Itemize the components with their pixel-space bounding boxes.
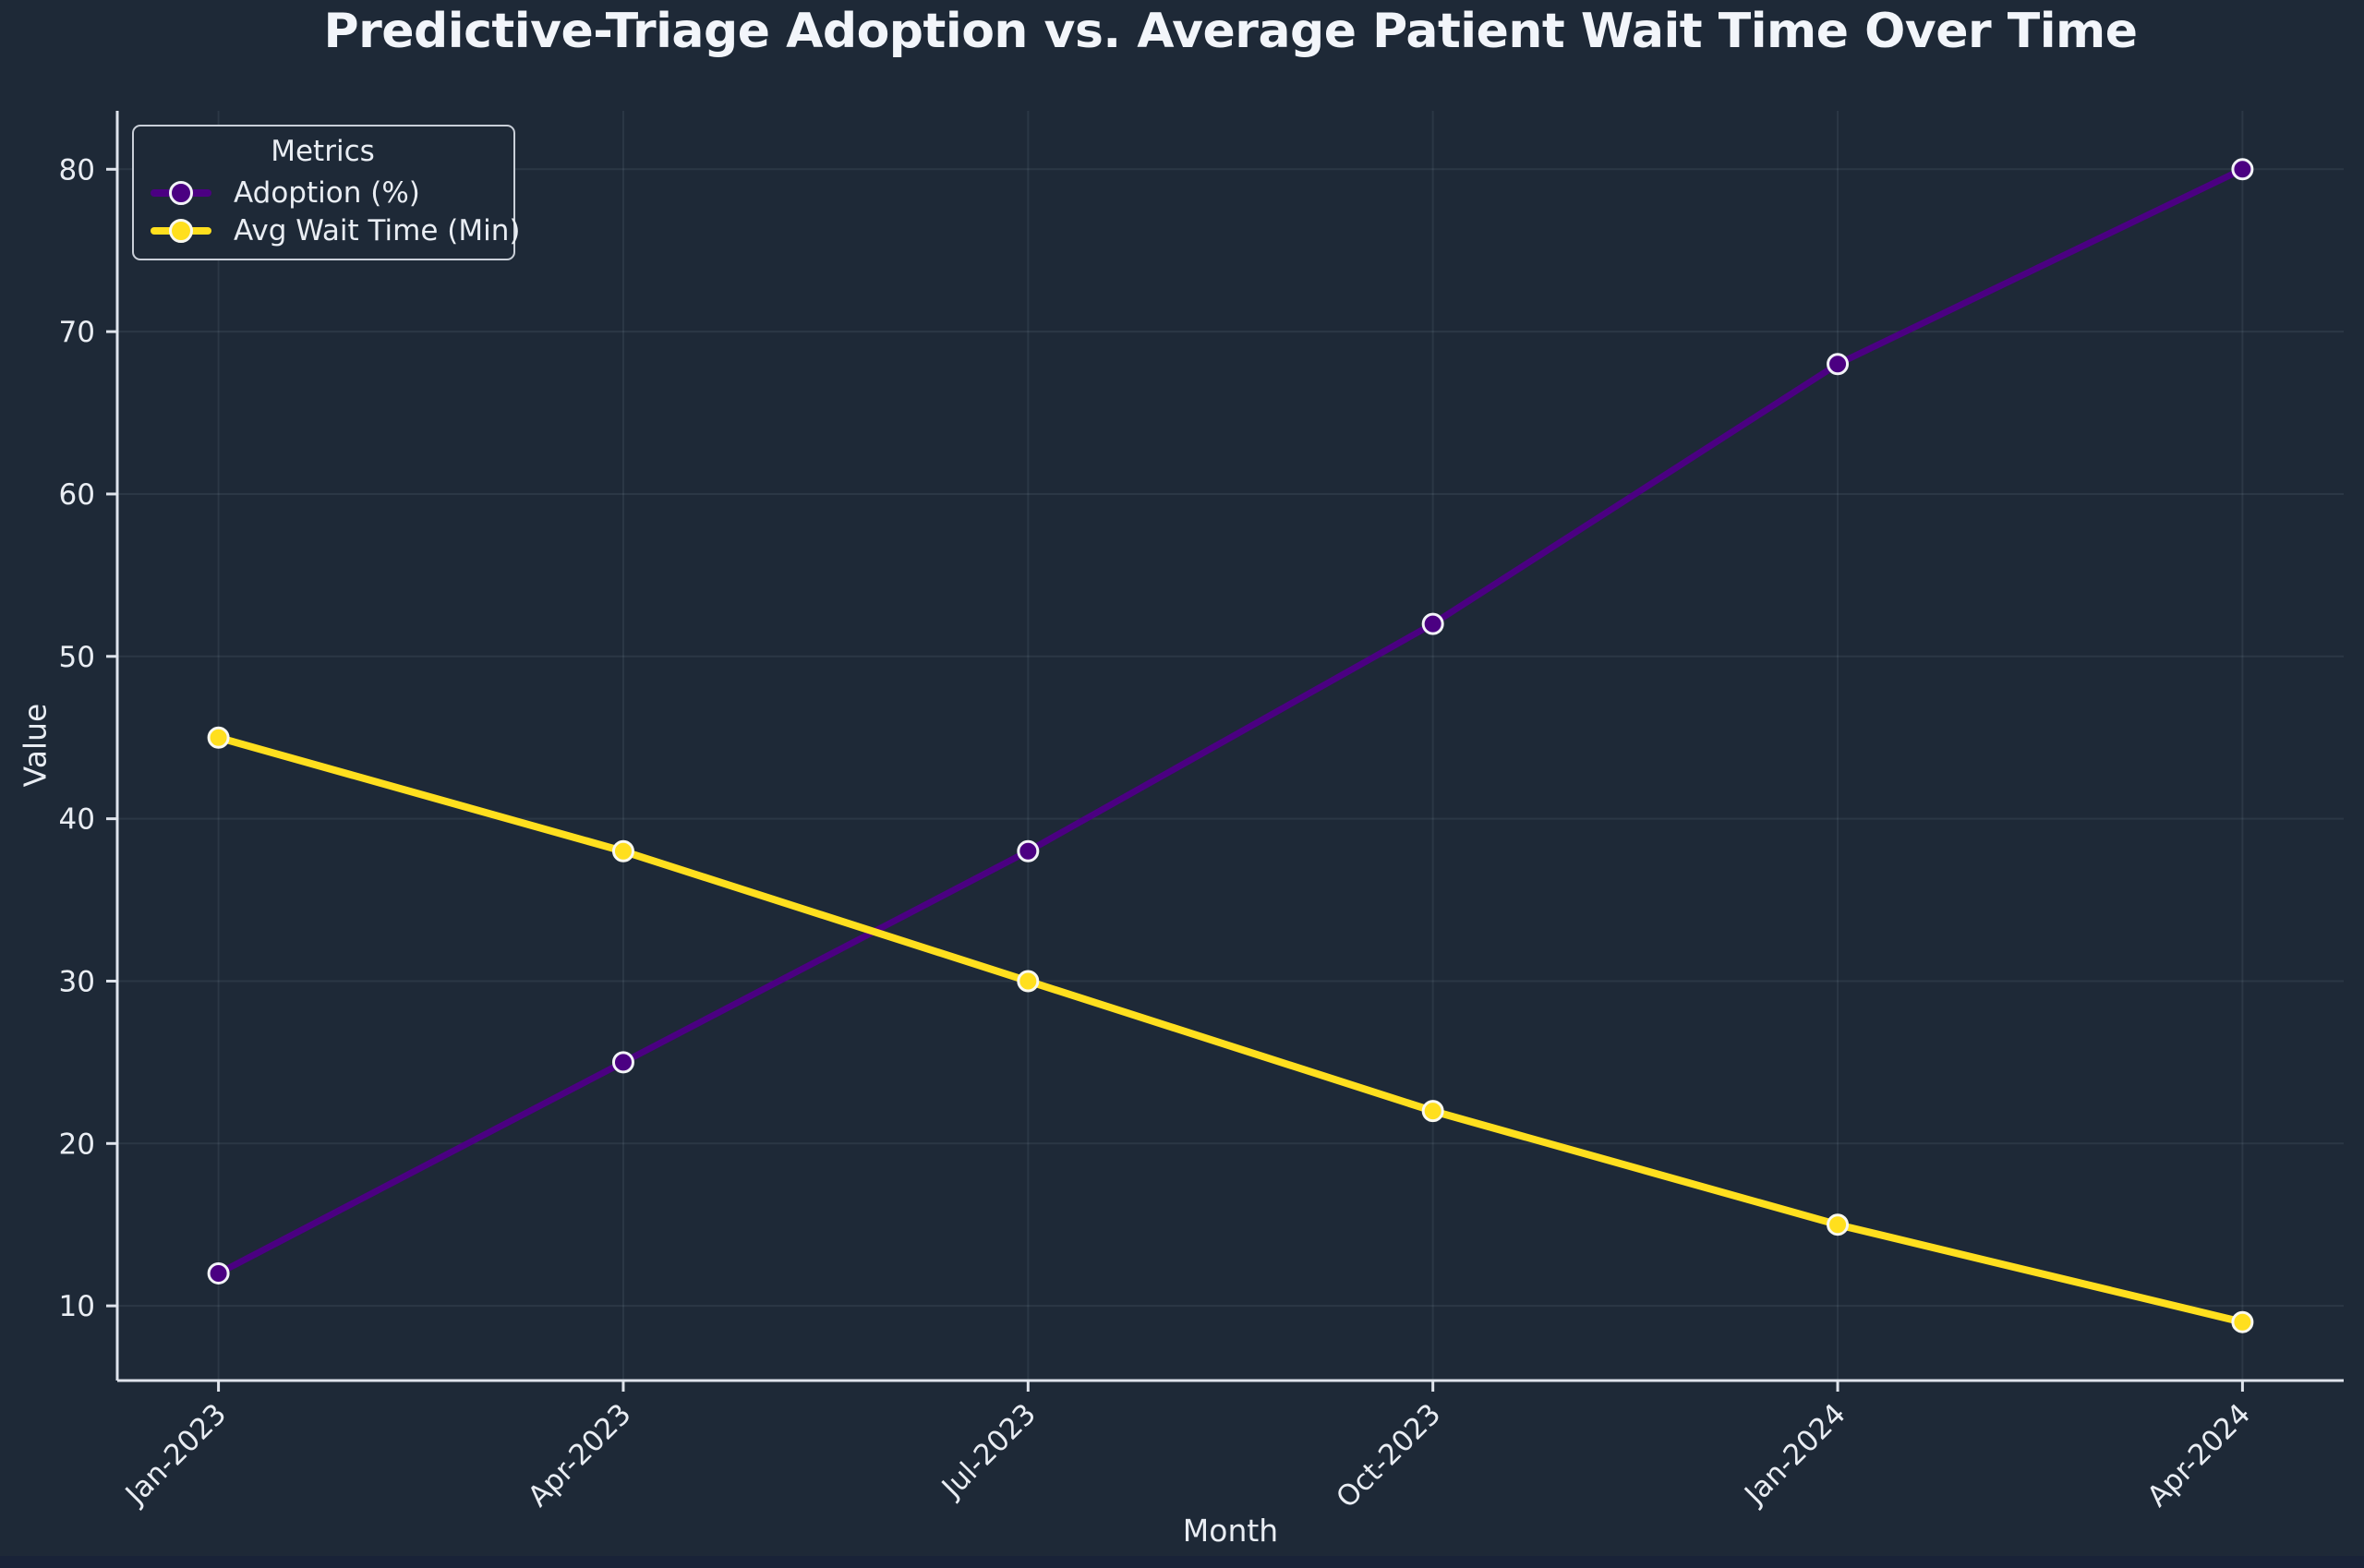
adoption-marker-icon xyxy=(169,180,193,205)
wait-time-line-swatch xyxy=(151,218,211,243)
wait-time-series-line xyxy=(214,733,2247,1326)
x-tick-label: Jan-2024 xyxy=(1737,1397,1851,1512)
adoption-data-point xyxy=(1421,612,1444,635)
chart-title: Predictive-Triage Adoption vs. Average P… xyxy=(323,4,2138,59)
wait-time-data-point xyxy=(207,726,230,749)
x-tick-label: Jan-2023 xyxy=(118,1397,233,1512)
wait-time-data-point xyxy=(611,839,634,862)
wait-time-data-point xyxy=(1017,970,1040,993)
wait-time-marker-icon xyxy=(169,218,193,243)
adoption-data-point xyxy=(1827,353,1850,376)
y-tick-label: 70 xyxy=(59,316,95,349)
legend-label-wait-time: Avg Wait Time (Min) xyxy=(234,213,521,247)
adoption-data-point xyxy=(2231,158,2254,181)
x-tick-label: Oct-2023 xyxy=(1330,1397,1447,1514)
adoption-data-point xyxy=(611,1051,634,1074)
adoption-line-swatch xyxy=(151,180,211,205)
y-tick-label: 40 xyxy=(59,803,95,837)
window-bottom-edge xyxy=(0,1556,2364,1568)
wait-time-data-point xyxy=(2231,1310,2254,1333)
legend: Metrics Adoption (%) Avg Wait Time (Min) xyxy=(132,125,520,260)
x-tick-label: Jul-2023 xyxy=(935,1397,1043,1505)
y-tick-label: 10 xyxy=(59,1290,95,1323)
y-tick-label: 50 xyxy=(59,641,95,674)
legend-title: Metrics xyxy=(271,135,375,168)
gridlines xyxy=(117,111,2344,1381)
y-tick-label: 80 xyxy=(59,153,95,187)
x-tick-label: Apr-2023 xyxy=(522,1397,638,1514)
x-axis-label: Month xyxy=(1182,1513,1279,1549)
adoption-data-point xyxy=(207,1261,230,1285)
y-tick-label: 20 xyxy=(59,1128,95,1161)
wait-time-data-point xyxy=(1827,1213,1850,1236)
wait-time-data-point xyxy=(1421,1100,1444,1123)
y-tick-label: 60 xyxy=(59,478,95,512)
axes xyxy=(106,111,2344,1392)
adoption-data-point xyxy=(1017,839,1040,862)
legend-item-wait-time: Avg Wait Time (Min) xyxy=(143,211,520,249)
legend-item-adoption: Adoption (%) xyxy=(143,174,502,211)
x-tick-label: Apr-2024 xyxy=(2141,1397,2257,1514)
tick-labels: 10 20 30 40 50 60 70 80 Jan-2023 Apr-2023 Jul-2023… xyxy=(59,153,2258,1514)
data-series xyxy=(207,158,2254,1333)
adoption-series-line xyxy=(215,165,2246,1277)
y-axis-label: Value xyxy=(17,703,54,788)
y-tick-label: 30 xyxy=(59,965,95,998)
legend-label-adoption: Adoption (%) xyxy=(234,175,420,210)
